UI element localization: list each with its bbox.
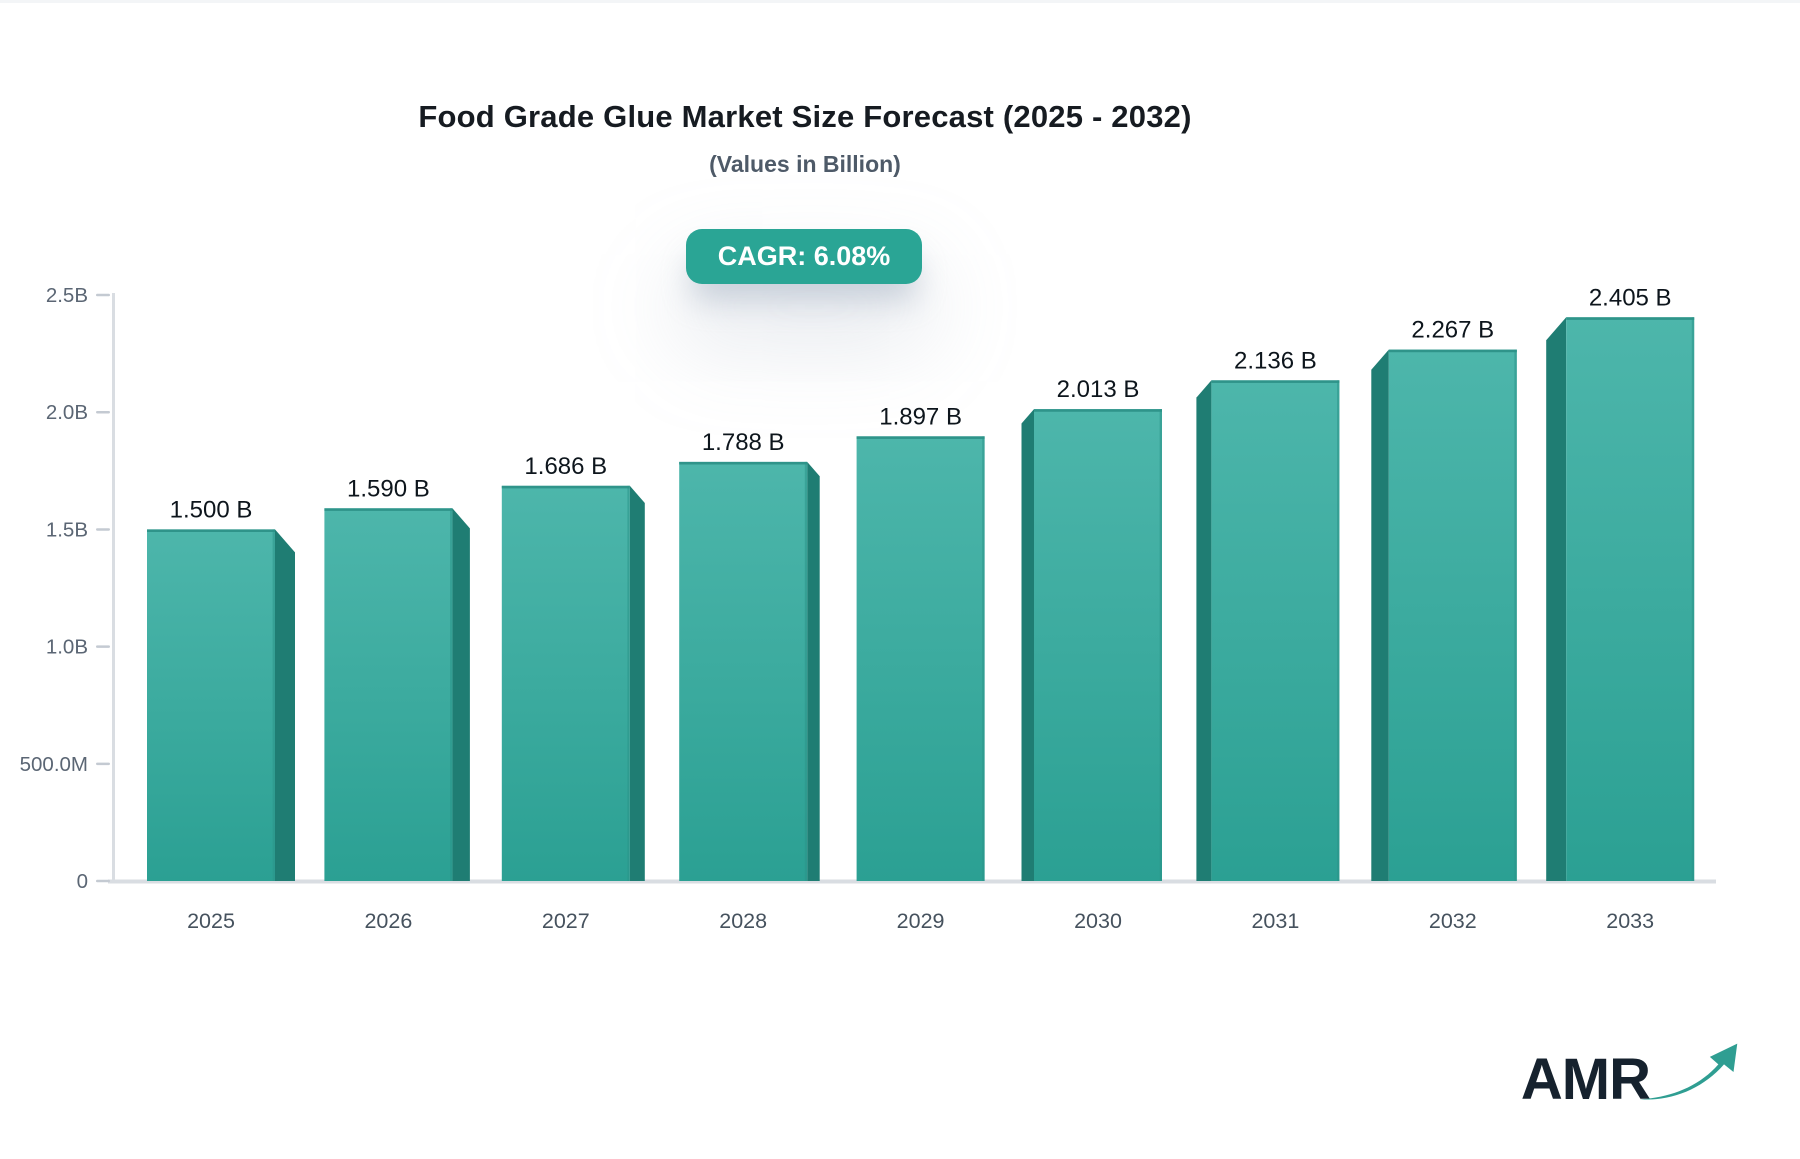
y-tick-label: 0 xyxy=(77,870,88,893)
bar-right-edge xyxy=(627,485,630,881)
bar-main-face xyxy=(679,461,808,881)
bar-top-edge xyxy=(1034,409,1162,412)
bar-top-edge xyxy=(1566,317,1695,320)
bar-value-label: 1.590 B xyxy=(347,475,430,502)
bar-side-face xyxy=(1371,349,1389,881)
bar-right-edge xyxy=(804,461,808,881)
bar-top-edge xyxy=(324,508,453,511)
bar-main-face xyxy=(324,508,453,881)
x-tick-label: 2030 xyxy=(1074,909,1122,933)
bar-main-face xyxy=(1566,317,1695,881)
bar-top-edge xyxy=(1388,349,1517,353)
y-tick-label: 2.5B xyxy=(46,284,88,307)
x-tick-label: 2032 xyxy=(1429,909,1477,933)
bar-value-label: 1.897 B xyxy=(879,403,962,430)
bar-chart: 0 500.0M 1.0B 1.5B 2.0B 2.5B 1.500 B 2025 1.590 … xyxy=(20,284,1716,933)
bar-right-edge xyxy=(1514,349,1517,881)
x-tick-label: 2033 xyxy=(1606,909,1654,933)
bar-2032: 2.267 B 2032 xyxy=(1371,317,1517,933)
bar-main-face xyxy=(856,436,985,881)
x-tick-label: 2025 xyxy=(187,909,235,933)
bar-main-face xyxy=(1211,380,1340,881)
y-tick-mark xyxy=(96,293,110,297)
bar-top-edge xyxy=(1211,380,1340,383)
bar-right-edge xyxy=(1337,380,1340,881)
chart-title: Food Grade Glue Market Size Forecast (20… xyxy=(418,99,1192,134)
bar-main-face xyxy=(147,529,275,881)
y-tick-mark xyxy=(96,645,110,648)
growth-arrow-icon xyxy=(1639,1043,1738,1100)
x-tick-label: 2029 xyxy=(897,909,945,933)
y-tick-label: 1.5B xyxy=(46,518,88,541)
bar-value-label: 1.500 B xyxy=(170,496,253,523)
bar-side-face xyxy=(1196,380,1212,881)
bar-top-edge xyxy=(679,461,808,465)
y-tick-mark xyxy=(96,411,110,414)
bar-right-edge xyxy=(450,508,453,881)
bar-side-face xyxy=(1546,317,1567,881)
bar-value-label: 2.013 B xyxy=(1057,376,1140,403)
bar-2031: 2.136 B 2031 xyxy=(1196,347,1340,933)
bar-side-face xyxy=(807,461,820,881)
bar-right-edge xyxy=(272,529,275,881)
bar-value-label: 1.788 B xyxy=(702,429,785,456)
bar-main-face xyxy=(1034,409,1162,881)
x-axis-baseline xyxy=(108,879,1716,884)
y-tick-label: 2.0B xyxy=(46,401,88,424)
y-tick-mark xyxy=(96,528,110,531)
amr-logo: AMR xyxy=(1521,1035,1742,1109)
bar-side-face xyxy=(629,485,645,881)
bar-side-face xyxy=(1021,409,1034,881)
cagr-badge: CAGR: 6.08% xyxy=(686,229,922,284)
x-tick-label: 2031 xyxy=(1251,909,1299,933)
x-tick-label: 2027 xyxy=(542,909,590,933)
x-tick-label: 2028 xyxy=(719,909,767,933)
bar-value-label: 2.136 B xyxy=(1234,347,1317,374)
bar-2026: 1.590 B 2026 xyxy=(324,475,470,933)
bar-2028: 1.788 B 2028 xyxy=(679,429,820,933)
y-tick-label: 1.0B xyxy=(46,636,88,659)
bar-right-edge xyxy=(982,436,985,881)
bar-value-label: 2.267 B xyxy=(1411,317,1494,344)
bar-value-label: 2.405 B xyxy=(1589,284,1672,311)
bar-top-edge xyxy=(501,485,630,489)
bar-right-edge xyxy=(1159,409,1162,881)
y-tick-label: 500.0M xyxy=(20,753,88,776)
x-tick-label: 2026 xyxy=(364,909,412,933)
amr-logo-text: AMR xyxy=(1520,1047,1651,1112)
bar-right-edge xyxy=(1691,317,1695,881)
bar-main-face xyxy=(1388,349,1517,881)
bar-top-edge xyxy=(856,436,985,439)
bar-2029: 1.897 B 2029 xyxy=(856,403,985,933)
bar-2027: 1.686 B 2027 xyxy=(501,453,645,933)
bar-value-label: 1.686 B xyxy=(524,453,607,480)
bar-side-face xyxy=(452,508,470,881)
y-tick-mark xyxy=(96,879,110,883)
bar-main-face xyxy=(501,485,630,881)
y-axis-line xyxy=(112,293,115,881)
bar-2033: 2.405 B 2033 xyxy=(1546,284,1695,933)
bar-side-face xyxy=(275,529,295,881)
y-tick-mark xyxy=(96,762,110,766)
bar-2030: 2.013 B 2030 xyxy=(1021,376,1162,933)
chart-subtitle: (Values in Billion) xyxy=(709,151,901,177)
bar-top-edge xyxy=(147,529,275,532)
bar-2025: 1.500 B 2025 xyxy=(147,496,295,933)
